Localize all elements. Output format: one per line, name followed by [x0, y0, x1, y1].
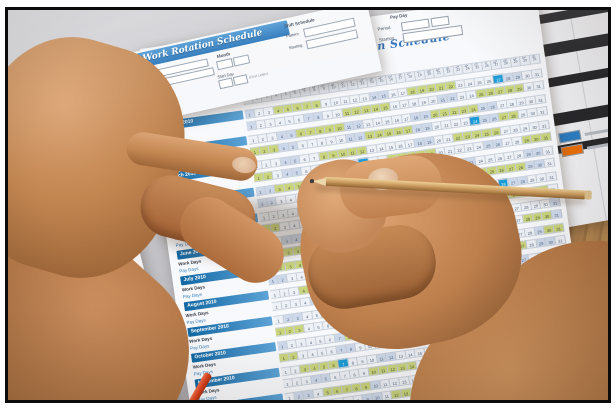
calendar-cell: 31 — [535, 94, 547, 105]
calendar-cell: 31 — [551, 208, 563, 220]
starting-label: Starting — [288, 42, 303, 51]
calendar-cell: 4 — [314, 399, 326, 400]
pay-days-label: Pay Days — [182, 291, 203, 300]
pay-days-label: Pay Days — [186, 317, 206, 326]
start-day-field — [218, 77, 234, 90]
photo-frame: Work Rotation Schedule Pay Day Period St… — [5, 7, 611, 403]
legend-swatch — [558, 129, 582, 144]
start-day-note: (First Letter) — [248, 71, 269, 80]
calendar-cell: 31 — [537, 105, 548, 117]
month-field-2 — [232, 54, 251, 67]
month-field — [215, 58, 234, 71]
period-label: Period — [377, 24, 391, 32]
legend-text — [586, 140, 608, 150]
legend — [558, 124, 608, 158]
scene: Work Rotation Schedule Pay Day Period St… — [8, 10, 608, 400]
pay-days-label: Pay Days — [178, 266, 199, 274]
start-day-field-2 — [232, 74, 249, 87]
calendar-cell: 31 — [533, 80, 545, 91]
pay-day-label: Pay Day — [389, 12, 408, 20]
calendar-cell: 31 — [546, 171, 558, 182]
calendar-cell: 31 — [540, 131, 552, 142]
calendar-cell: 3 — [305, 401, 316, 403]
calendar-cell: 31 — [531, 68, 543, 79]
legend-swatch — [560, 143, 584, 158]
day-header-cell: W 31 — [529, 53, 541, 65]
legend-text — [584, 126, 608, 136]
period-field-2 — [430, 15, 450, 28]
pencil-end — [584, 190, 592, 200]
pattern-label: Pattern — [285, 30, 300, 39]
calendar-cell: 2 — [296, 402, 307, 403]
pencil-graphite-tip — [309, 179, 315, 183]
calendar-cell: 31 — [544, 157, 556, 168]
calendar-cell: 31 — [539, 119, 550, 131]
pay-days-label: Pay Days — [189, 343, 210, 351]
calendar-cell: 31 — [553, 222, 565, 234]
calendar-cell: 31 — [542, 145, 554, 156]
